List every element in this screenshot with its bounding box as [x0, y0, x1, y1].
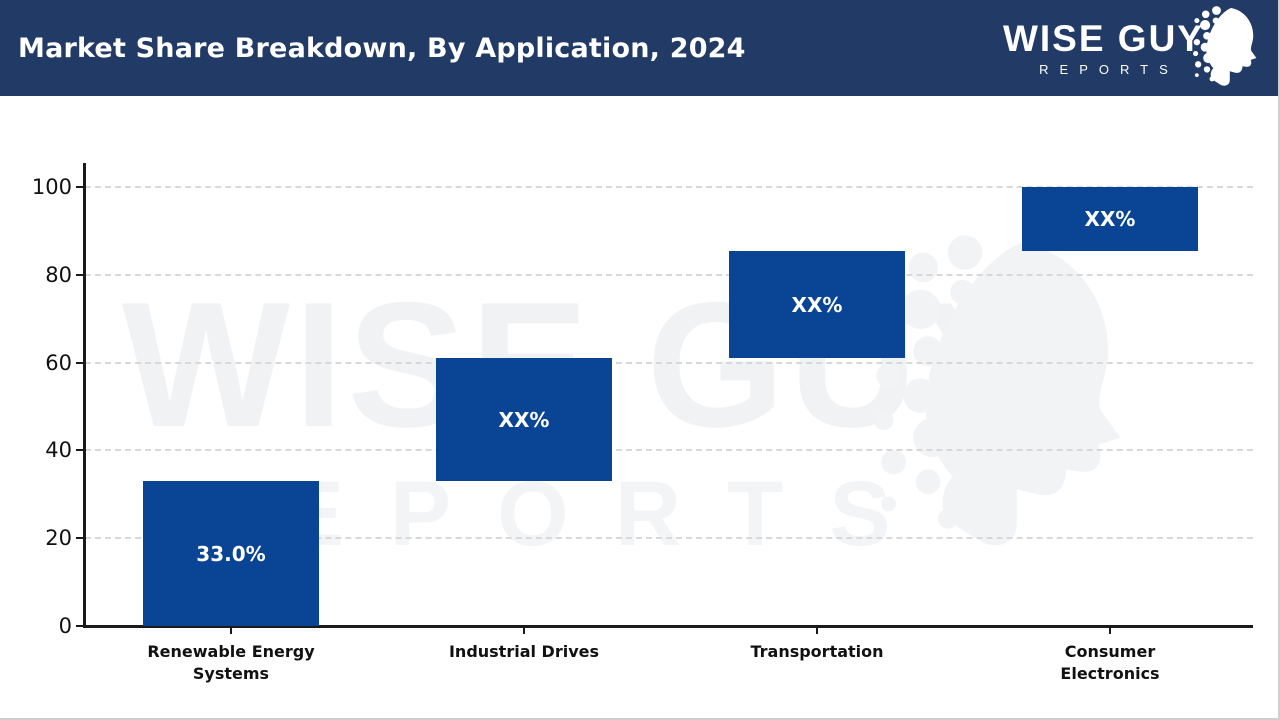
- x-axis-category-label: Renewable Energy Systems: [147, 642, 315, 683]
- gridline-y80: [85, 273, 1253, 276]
- y-axis-tick-label: 60: [45, 350, 72, 375]
- brand-name: WISE GUY: [1002, 17, 1204, 59]
- bar-2: XX%: [436, 358, 612, 482]
- x-axis-tick: [1109, 627, 1111, 634]
- bar-3: XX%: [729, 250, 905, 359]
- brand-subtitle: REPORTS: [1039, 61, 1179, 77]
- brand-logo-text: WISE GUY REPORTS: [1003, 20, 1204, 77]
- y-axis-tick: [76, 537, 84, 540]
- gridline-y20: [85, 537, 1253, 540]
- y-axis-tick-label: 20: [45, 526, 72, 551]
- page-title: Market Share Breakdown, By Application, …: [18, 32, 746, 64]
- bar-1: 33.0%: [143, 481, 319, 626]
- bar-value-label: 33.0%: [196, 541, 266, 566]
- x-axis-line: [83, 625, 1253, 628]
- y-axis-tick-label: 100: [31, 175, 72, 200]
- gridline-y40: [85, 449, 1253, 452]
- x-axis-category-label: Industrial Drives: [448, 642, 600, 661]
- y-axis-tick: [76, 186, 84, 189]
- gridline-y100: [85, 186, 1253, 189]
- y-axis-tick: [76, 273, 84, 276]
- y-axis-tick-label: 0: [58, 614, 72, 638]
- header-bar: Market Share Breakdown, By Application, …: [0, 0, 1278, 96]
- x-axis-tick: [523, 627, 525, 634]
- y-axis-tick: [76, 449, 84, 452]
- x-axis-category-label: Transportation: [750, 642, 884, 661]
- y-axis-tick-label: 40: [45, 438, 72, 463]
- y-axis-tick: [76, 625, 84, 627]
- x-axis-category-label: Consumer Electronics: [1060, 642, 1160, 683]
- x-axis-tick: [230, 627, 232, 634]
- brand-logo: WISE GUY REPORTS: [1003, 4, 1264, 93]
- y-axis-tick-label: 80: [45, 262, 72, 287]
- bar-value-label: XX%: [791, 292, 843, 317]
- gridline-y60: [85, 361, 1253, 364]
- y-axis-tick: [76, 361, 84, 364]
- bar-value-label: XX%: [1084, 206, 1136, 231]
- bar-value-label: XX%: [498, 407, 550, 432]
- y-axis-line: [83, 163, 86, 628]
- bar-4: XX%: [1022, 187, 1198, 251]
- x-axis-tick: [816, 627, 818, 634]
